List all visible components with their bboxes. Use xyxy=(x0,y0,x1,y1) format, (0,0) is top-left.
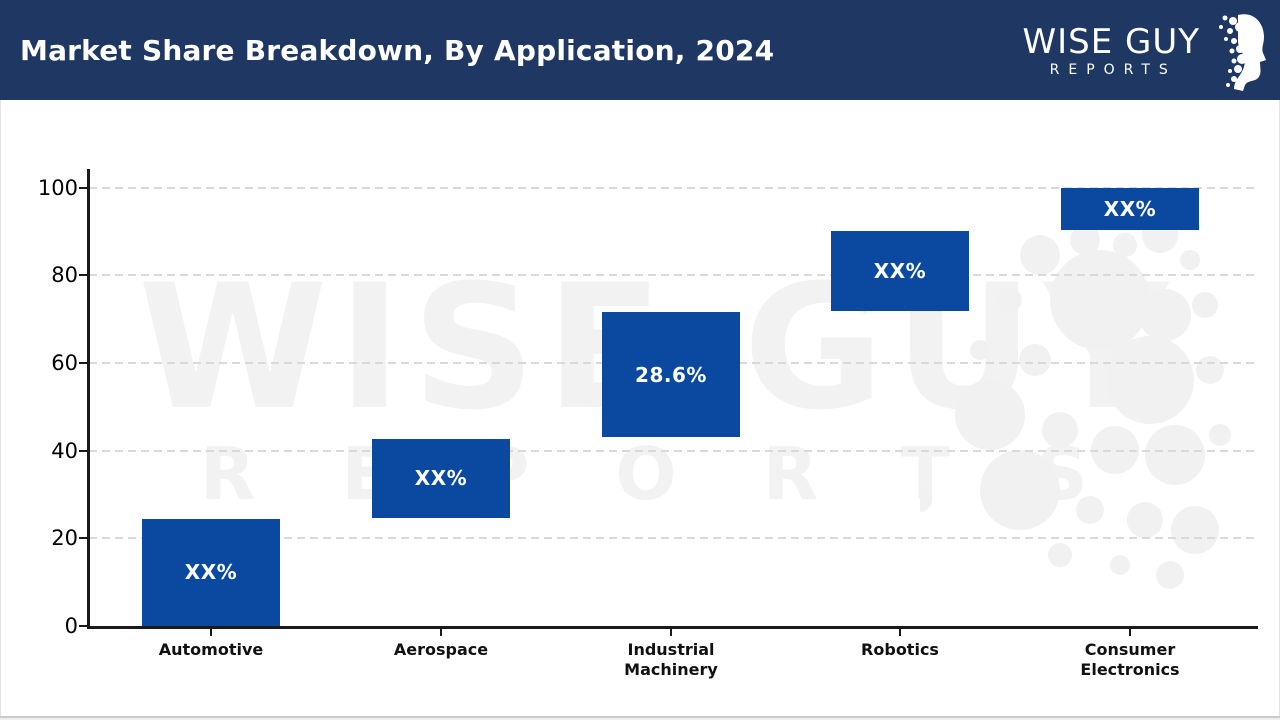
left-border xyxy=(0,100,1,718)
x-tick-label: Industrial Machinery xyxy=(624,640,718,680)
wiseguy-head-icon xyxy=(1219,14,1266,91)
y-tick-label: 20 xyxy=(51,526,78,551)
y-tick-label: 100 xyxy=(37,175,78,200)
y-tick-label: 80 xyxy=(51,263,78,288)
x-tick-mark xyxy=(670,628,672,636)
y-tick-label: 60 xyxy=(51,350,78,375)
x-tick-mark xyxy=(1129,628,1131,636)
gridline-y20 xyxy=(89,537,1258,540)
gridline-y40 xyxy=(89,449,1258,452)
wiseguy-logo-brand: WISE GUY xyxy=(1022,21,1200,62)
gridline-y100 xyxy=(89,186,1258,189)
y-tick-mark xyxy=(79,361,87,364)
y-tick-mark xyxy=(79,449,87,452)
y-tick-mark xyxy=(79,274,87,277)
bar-industrial-machinery: 28.6% xyxy=(602,311,740,438)
y-tick-mark xyxy=(79,186,87,189)
y-tick-label: 0 xyxy=(64,614,78,638)
y-tick-label: 40 xyxy=(51,438,78,463)
x-tick-mark xyxy=(440,628,442,636)
bar-value-label: 28.6% xyxy=(635,362,707,387)
gridline-y80 xyxy=(89,274,1258,277)
bar-value-label: XX% xyxy=(1103,196,1157,221)
y-tick-mark xyxy=(79,537,87,540)
x-tick-label: Robotics xyxy=(861,640,939,659)
bar-value-label: XX% xyxy=(184,560,238,585)
x-tick-mark xyxy=(899,628,901,636)
wiseguy-logo: WISE GUY REPORTS xyxy=(1022,8,1266,94)
bar-automotive: XX% xyxy=(142,519,280,626)
bar-aerospace: XX% xyxy=(372,438,510,519)
footer-divider-shadow xyxy=(0,718,1280,720)
x-tick-label: Aerospace xyxy=(393,640,489,659)
x-axis-line xyxy=(87,626,1258,629)
bar-consumer-electronics: XX% xyxy=(1061,187,1199,231)
wiseguy-logo-reports: REPORTS xyxy=(1049,62,1177,79)
y-tick-mark xyxy=(79,625,87,627)
bar-value-label: XX% xyxy=(414,466,468,491)
bar-robotics: XX% xyxy=(831,231,969,312)
x-tick-label: Consumer Electronics xyxy=(1080,640,1180,680)
x-tick-mark xyxy=(210,628,212,636)
watermark-head-dots-icon xyxy=(920,217,1231,589)
bar-value-label: XX% xyxy=(873,259,927,284)
header-bar: Market Share Breakdown, By Application, … xyxy=(0,0,1280,100)
page-title: Market Share Breakdown, By Application, … xyxy=(20,33,775,67)
wiseguy-logo-text: WISE GUY REPORTS xyxy=(1022,21,1200,79)
y-axis-line xyxy=(87,169,90,628)
footer-divider xyxy=(0,716,1280,718)
x-tick-label: Automotive xyxy=(158,640,264,659)
